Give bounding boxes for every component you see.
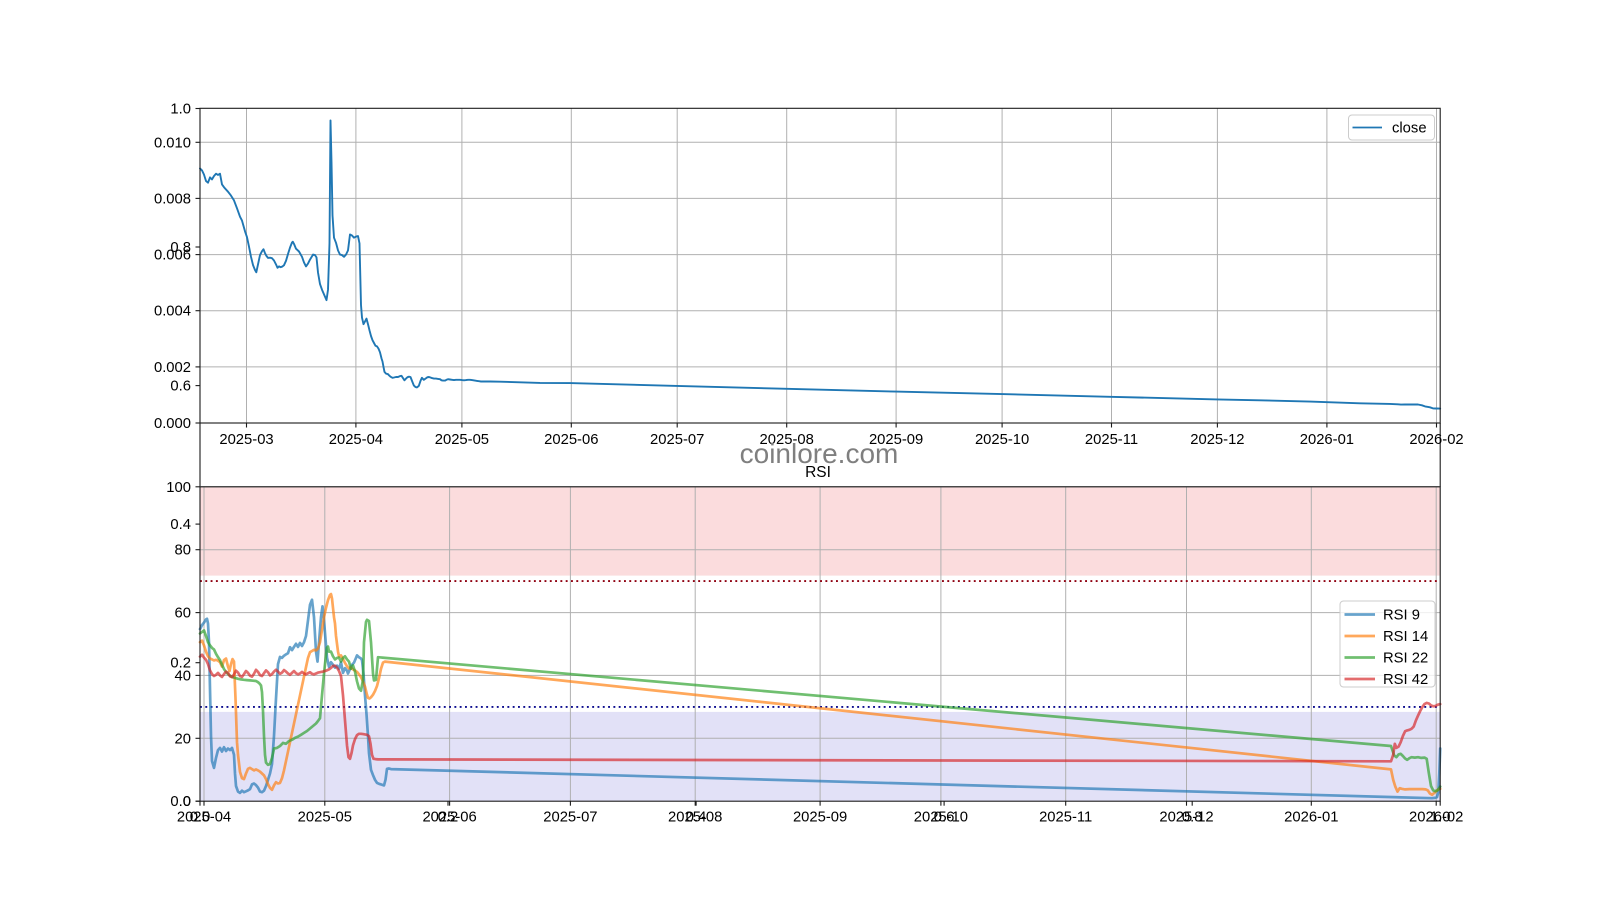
svg-text:2025-07: 2025-07 <box>543 810 597 826</box>
svg-text:2025-08: 2025-08 <box>668 810 722 826</box>
svg-text:2025-09: 2025-09 <box>869 432 923 448</box>
svg-text:0: 0 <box>183 794 191 810</box>
svg-text:2025-10: 2025-10 <box>914 810 968 826</box>
svg-text:0.6: 0.6 <box>934 810 955 826</box>
svg-text:2025-06: 2025-06 <box>544 432 598 448</box>
svg-text:0.002: 0.002 <box>154 360 191 376</box>
svg-text:0.4: 0.4 <box>170 517 191 533</box>
svg-text:60: 60 <box>175 606 191 622</box>
svg-text:0.2: 0.2 <box>170 656 191 672</box>
svg-text:2025-12: 2025-12 <box>1159 810 1213 826</box>
svg-text:40: 40 <box>175 668 191 684</box>
svg-text:2025-05: 2025-05 <box>435 432 489 448</box>
svg-text:2025-12: 2025-12 <box>1190 432 1244 448</box>
svg-text:2025-03: 2025-03 <box>219 432 273 448</box>
svg-text:0.0: 0.0 <box>190 810 211 826</box>
svg-text:0.8: 0.8 <box>1182 810 1203 826</box>
svg-text:2025-07: 2025-07 <box>650 432 704 448</box>
svg-text:2025-11: 2025-11 <box>1085 432 1138 448</box>
svg-text:2026-01: 2026-01 <box>1284 810 1338 826</box>
svg-text:2025-06: 2025-06 <box>422 810 476 826</box>
svg-text:0.0: 0.0 <box>170 794 191 810</box>
svg-text:2025-11: 2025-11 <box>1039 810 1092 826</box>
svg-text:0.8: 0.8 <box>170 240 191 256</box>
svg-text:0.008: 0.008 <box>154 191 191 207</box>
svg-text:RSI: RSI <box>805 464 831 481</box>
svg-text:2026-01: 2026-01 <box>1300 432 1354 448</box>
svg-text:0.6: 0.6 <box>170 379 191 395</box>
svg-text:2026-02: 2026-02 <box>1409 432 1463 448</box>
svg-text:1.0: 1.0 <box>170 102 191 118</box>
svg-text:RSI 14: RSI 14 <box>1383 629 1428 645</box>
svg-text:close: close <box>1392 121 1427 137</box>
svg-text:0.010: 0.010 <box>154 135 191 151</box>
svg-text:RSI 42: RSI 42 <box>1383 672 1428 688</box>
svg-text:2025-10: 2025-10 <box>975 432 1029 448</box>
svg-text:2025-04: 2025-04 <box>177 810 231 826</box>
svg-text:2025-05: 2025-05 <box>298 810 352 826</box>
svg-text:100: 100 <box>166 480 191 496</box>
svg-text:0.004: 0.004 <box>154 304 191 320</box>
svg-text:1.0: 1.0 <box>1430 810 1451 826</box>
svg-text:RSI 9: RSI 9 <box>1383 608 1420 624</box>
svg-text:20: 20 <box>175 731 191 747</box>
svg-text:RSI 22: RSI 22 <box>1383 651 1428 667</box>
svg-text:0.000: 0.000 <box>154 416 191 432</box>
svg-text:2026-02: 2026-02 <box>1409 810 1463 826</box>
svg-text:0.4: 0.4 <box>686 810 707 826</box>
svg-text:80: 80 <box>175 543 191 559</box>
svg-text:0.006: 0.006 <box>154 248 191 264</box>
svg-text:2025-09: 2025-09 <box>793 810 847 826</box>
svg-text:coinlore.com: coinlore.com <box>740 438 899 469</box>
svg-text:2025-08: 2025-08 <box>760 432 814 448</box>
svg-text:0.2: 0.2 <box>438 810 459 826</box>
svg-text:2025-04: 2025-04 <box>329 432 383 448</box>
